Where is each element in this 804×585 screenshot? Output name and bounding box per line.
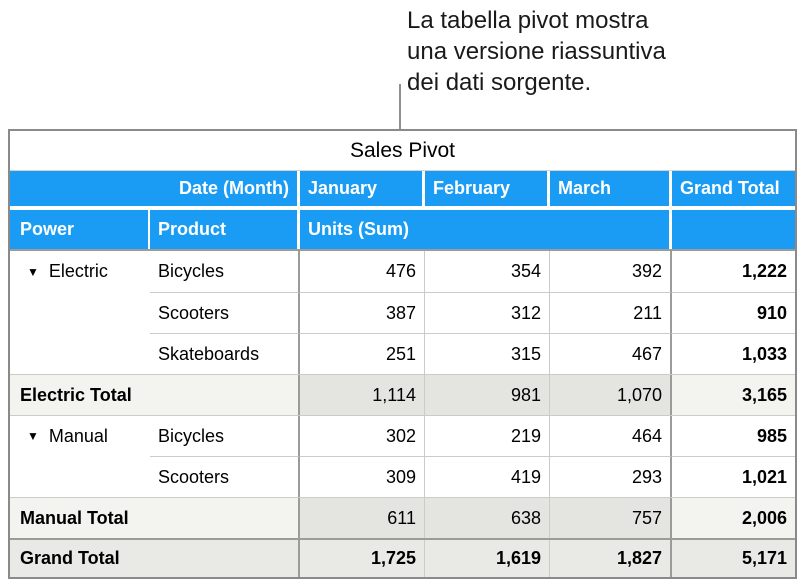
product-field-header: Product — [150, 210, 300, 249]
disclosure-triangle-icon[interactable]: ▼ — [27, 429, 39, 443]
january-total-cell: 1,114 — [300, 375, 425, 415]
february-value-cell: 312 — [425, 292, 550, 333]
february-value-cell: 419 — [425, 456, 550, 497]
callout-line: una versione riassuntiva — [407, 38, 666, 65]
february-value-cell: 219 — [425, 416, 550, 456]
february-value-cell: 354 — [425, 251, 550, 292]
february-value-cell: 315 — [425, 333, 550, 374]
table-row-manual-scooters: Scooters 309 419 293 1,021 — [10, 456, 795, 497]
row-total-cell: 1,222 — [741, 261, 787, 281]
column-header-january: January — [300, 171, 425, 206]
march-value-cell: 392 — [550, 251, 672, 292]
header-row-fields: Power Product Units (Sum) — [10, 210, 795, 251]
group-spacer-cell — [10, 292, 150, 333]
row-total-cell: 2,006 — [672, 498, 795, 538]
january-value-cell: 476 — [300, 251, 425, 292]
january-total-cell: 611 — [300, 498, 425, 538]
group-spacer-cell — [10, 456, 150, 497]
callout-line: La tabella pivot mostra — [407, 7, 649, 34]
january-value-cell: 309 — [300, 456, 425, 497]
group-spacer-cell — [10, 333, 150, 374]
product-cell: Scooters — [150, 292, 300, 333]
header-gap — [10, 206, 795, 210]
callout-line: dei dati sorgente. — [407, 69, 592, 96]
column-header-february: February — [425, 171, 550, 206]
table-row-electric-skateboards: Skateboards 251 315 467 1,033 — [10, 333, 795, 374]
march-value-cell: 211 — [550, 292, 672, 333]
product-cell: Bicycles — [150, 416, 300, 456]
table-row-electric-bicycles: ▼ Electric Bicycles 476 354 392 1,222 — [10, 251, 795, 292]
units-sum-header: Units (Sum) — [300, 210, 672, 249]
march-total-cell: 1,070 — [550, 375, 672, 415]
column-header-grand-total: Grand Total — [672, 171, 795, 206]
table-title: Sales Pivot — [10, 131, 795, 171]
february-grand-cell: 1,619 — [425, 540, 550, 577]
callout-text: La tabella pivot mostra una versione ria… — [407, 5, 666, 98]
february-total-cell: 981 — [425, 375, 550, 415]
grand-total-empty-header — [672, 210, 795, 249]
row-total-cell: 3,165 — [672, 375, 795, 415]
disclosure-triangle-icon[interactable]: ▼ — [27, 264, 39, 279]
group-label: Manual — [48, 425, 108, 446]
column-header-march: March — [550, 171, 672, 206]
january-value-cell: 251 — [300, 333, 425, 374]
january-value-cell: 387 — [300, 292, 425, 333]
row-total-cell: 1,021 — [672, 456, 795, 497]
march-grand-cell: 1,827 — [550, 540, 672, 577]
pivot-table: Sales Pivot Date (Month) January Februar… — [8, 129, 797, 579]
table-row-manual-total: Manual Total 611 638 757 2,006 — [10, 497, 795, 538]
callout-leader-line — [399, 84, 401, 130]
table-row-manual-bicycles: ▼ Manual Bicycles 302 219 464 985 — [10, 415, 795, 456]
product-cell: Scooters — [150, 456, 300, 497]
table-row-electric-scooters: Scooters 387 312 211 910 — [10, 292, 795, 333]
march-total-cell: 757 — [550, 498, 672, 538]
grand-grand-total-cell: 5,171 — [672, 540, 795, 577]
table-row-electric-total: Electric Total 1,114 981 1,070 3,165 — [10, 374, 795, 415]
header-row-months: Date (Month) January February March Gran… — [10, 171, 795, 206]
row-total-cell: 910 — [672, 292, 795, 333]
group-label: Electric — [48, 261, 108, 281]
total-row-label: Manual Total — [10, 498, 300, 538]
product-cell: Skateboards — [150, 333, 300, 374]
january-grand-cell: 1,725 — [300, 540, 425, 577]
group-label-manual: ▼ Manual — [10, 416, 150, 456]
january-value-cell: 302 — [300, 416, 425, 456]
product-cell: Bicycles — [150, 251, 300, 292]
march-value-cell: 467 — [550, 333, 672, 374]
power-field-header: Power — [10, 210, 150, 249]
date-month-header: Date (Month) — [10, 171, 300, 206]
march-value-cell: 464 — [550, 416, 672, 456]
total-row-label: Electric Total — [10, 375, 300, 415]
table-row-grand-total: Grand Total 1,725 1,619 1,827 5,171 — [10, 538, 795, 577]
row-total-cell: 1,033 — [672, 333, 795, 374]
group-label-electric: ▼ Electric — [10, 251, 150, 292]
march-value-cell: 293 — [550, 456, 672, 497]
february-total-cell: 638 — [425, 498, 550, 538]
grand-total-label: Grand Total — [10, 540, 300, 577]
row-total-cell: 985 — [756, 425, 787, 446]
